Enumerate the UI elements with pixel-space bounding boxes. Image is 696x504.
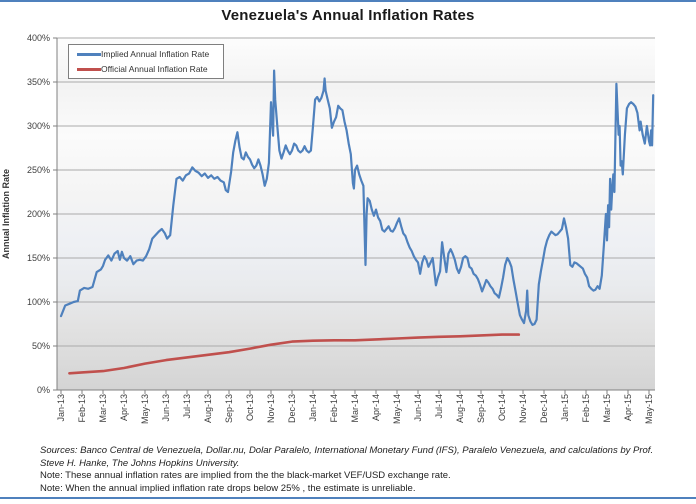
x-tick-label: May-15 xyxy=(644,394,654,424)
x-tick-label: Jun-14 xyxy=(413,394,423,422)
official-series-line xyxy=(68,333,521,375)
chart-legend: Implied Annual Inflation Rate Official A… xyxy=(68,44,224,79)
x-tick-label: May-14 xyxy=(392,394,402,424)
x-tick-label: Apr-13 xyxy=(119,394,129,421)
legend-label-implied: Implied Annual Inflation Rate xyxy=(101,49,210,59)
x-tick-label: May-13 xyxy=(140,394,150,424)
x-tick-label: Jan-13 xyxy=(56,394,66,422)
y-tick-label: 300% xyxy=(27,121,50,131)
x-tick-label: Feb-14 xyxy=(329,394,339,423)
x-tick-label: Aug-14 xyxy=(455,394,465,423)
chart-footnotes: Sources: Banco Central de Venezuela, Dol… xyxy=(40,445,662,495)
bottom-divider xyxy=(0,497,696,499)
y-tick-label: 350% xyxy=(27,77,50,87)
y-tick-label: 400% xyxy=(27,33,50,43)
x-tick-label: Feb-15 xyxy=(581,394,591,423)
x-tick-label: Nov-14 xyxy=(518,394,528,423)
y-tick-label: 100% xyxy=(27,297,50,307)
implied-series-line xyxy=(59,69,655,326)
implied-rate-note: Note: These annual inflation rates are i… xyxy=(40,470,451,481)
x-tick-label: Jul-14 xyxy=(434,394,444,419)
x-tick-label: Jun-13 xyxy=(161,394,171,422)
implied-series-swatch xyxy=(77,52,101,56)
x-tick-label: Feb-13 xyxy=(77,394,87,423)
top-divider xyxy=(0,0,696,2)
x-tick-label: Jan-15 xyxy=(560,394,570,422)
reliability-note: Note: When the annual implied inflation … xyxy=(40,482,416,494)
chart-title: Venezuela's Annual Inflation Rates xyxy=(221,7,475,24)
x-tick-label: Mar-15 xyxy=(602,394,612,423)
legend-label-official: Official Annual Inflation Rate xyxy=(101,64,208,74)
official-series-swatch xyxy=(77,67,101,71)
x-tick-label: Apr-14 xyxy=(371,394,381,421)
inflation-line-chart: 0% 50% 100% 150% 200% 250% 300% 350% 400% Jan-13 F… xyxy=(27,33,655,424)
sources-note: Sources: Banco Central de Venezuela, Dol… xyxy=(40,445,654,469)
x-tick-label: Jul-13 xyxy=(182,394,192,419)
x-tick-label: Oct-13 xyxy=(245,394,255,421)
x-tick-label: Dec-13 xyxy=(287,394,297,423)
x-tick-label: Oct-14 xyxy=(497,394,507,421)
y-tick-label: 250% xyxy=(27,165,50,175)
y-tick-label: 0% xyxy=(37,385,50,395)
legend-item-official: Official Annual Inflation Rate xyxy=(77,64,217,74)
x-tick-label: Sep-13 xyxy=(224,394,234,423)
legend-item-implied: Implied Annual Inflation Rate xyxy=(77,49,217,59)
y-tick-label: 200% xyxy=(27,209,50,219)
x-tick-label: Dec-14 xyxy=(539,394,549,423)
x-tick-label: Aug-13 xyxy=(203,394,213,423)
x-tick-label: Sep-14 xyxy=(476,394,486,423)
x-tick-label: Nov-13 xyxy=(266,394,276,423)
x-tick-label: Mar-14 xyxy=(350,394,360,423)
x-tick-label: Mar-13 xyxy=(98,394,108,423)
x-tick-label: Jan-14 xyxy=(308,394,318,422)
x-tick-label: Apr-15 xyxy=(623,394,633,421)
y-tick-label: 150% xyxy=(27,253,50,263)
y-tick-label: 50% xyxy=(32,341,50,351)
